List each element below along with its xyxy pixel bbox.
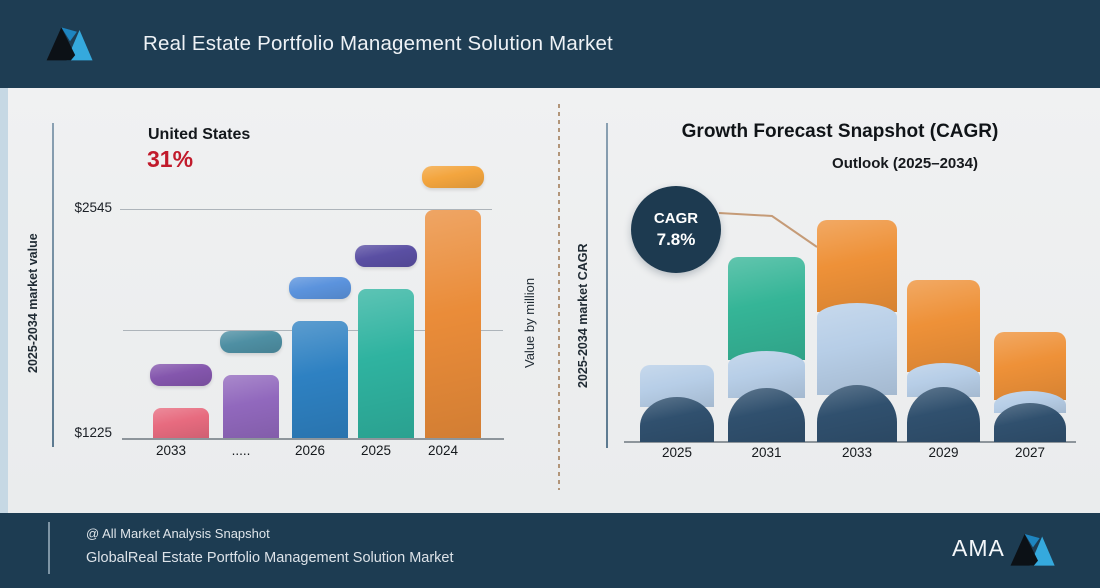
right-chart-x-axis	[624, 441, 1076, 443]
right-chart-y-axis-label: 2025-2034 market CAGR	[576, 243, 590, 389]
left-chart-region-value: 31%	[147, 146, 194, 172]
footer-ama-logo-icon	[1010, 534, 1055, 566]
bar-segment-2031-base	[728, 388, 805, 442]
left-chart-tick-1225: $1225	[74, 425, 112, 440]
left-x-label-2024: 2024	[427, 443, 459, 458]
bar-segment-2033-top	[817, 220, 897, 312]
bar-2025	[358, 289, 414, 438]
bar-cap-2026	[289, 277, 351, 299]
bar-cap-.....	[220, 331, 282, 353]
left-chart-y-axis	[52, 123, 54, 447]
left-chart-x-axis	[122, 438, 504, 440]
bar-cap-2024	[422, 166, 484, 188]
right-x-label-2029: 2029	[928, 445, 959, 460]
ama-logo-icon	[46, 27, 93, 61]
bar-2033	[153, 408, 209, 438]
cagr-badge-title: CAGR	[653, 210, 699, 227]
bar-segment-2033-base	[817, 385, 897, 442]
bar-2026	[292, 321, 348, 438]
bar-segment-2029-top	[907, 280, 980, 372]
cagr-badge: CAGR 7.8%	[631, 186, 721, 273]
left-x-label-2033: 2033	[155, 443, 187, 458]
bar-segment-2027-base	[994, 403, 1066, 442]
header-bar: Real Estate Portfolio Management Solutio…	[0, 0, 1100, 88]
panel-divider	[558, 104, 560, 490]
bar-2024	[425, 210, 481, 438]
left-chart-tick-2545: $2545	[74, 200, 112, 215]
right-x-label-2033: 2033	[841, 445, 873, 460]
bar-segment-2025-base	[640, 397, 714, 442]
left-x-label-2025: 2025	[360, 443, 392, 458]
right-chart-title: Growth Forecast Snapshot (CAGR)	[681, 121, 999, 142]
footer-brand-text: AMA	[952, 535, 1005, 561]
footer-market-text: GlobalReal Estate Portfolio Management S…	[86, 550, 454, 566]
bar-segment-2029-base	[907, 387, 980, 442]
right-x-label-2031: 2031	[751, 445, 782, 460]
bar-cap-2025	[355, 245, 417, 267]
bar-cap-2033	[150, 364, 212, 386]
left-chart-secondary-axis-label: Value by million	[522, 277, 537, 369]
footer-snapshot-text: @ All Market Analysis Snapshot	[86, 526, 270, 541]
footer-divider-line	[48, 522, 50, 574]
page-title: Real Estate Portfolio Management Solutio…	[143, 32, 613, 55]
left-x-label-.....: .....	[231, 443, 251, 458]
left-chart-gridline-top	[120, 209, 492, 210]
right-chart-subtitle: Outlook (2025–2034)	[832, 155, 978, 172]
footer-bar: @ All Market Analysis Snapshot GlobalRea…	[0, 513, 1100, 588]
bar-.....	[223, 375, 279, 438]
left-chart-region-label: United States	[148, 126, 251, 143]
content-left-edge	[0, 88, 8, 513]
right-chart-y-axis	[606, 123, 608, 448]
cagr-badge-value: 7.8%	[656, 230, 696, 249]
right-x-label-2025: 2025	[661, 445, 693, 460]
bar-segment-2031-top	[728, 257, 805, 360]
right-x-label-2027: 2027	[1014, 445, 1046, 460]
left-x-label-2026: 2026	[294, 443, 326, 458]
bar-segment-2033-mid	[817, 303, 897, 395]
bar-segment-2027-top	[994, 332, 1066, 400]
left-chart-y-axis-label: 2025-2034 market value	[26, 233, 40, 373]
